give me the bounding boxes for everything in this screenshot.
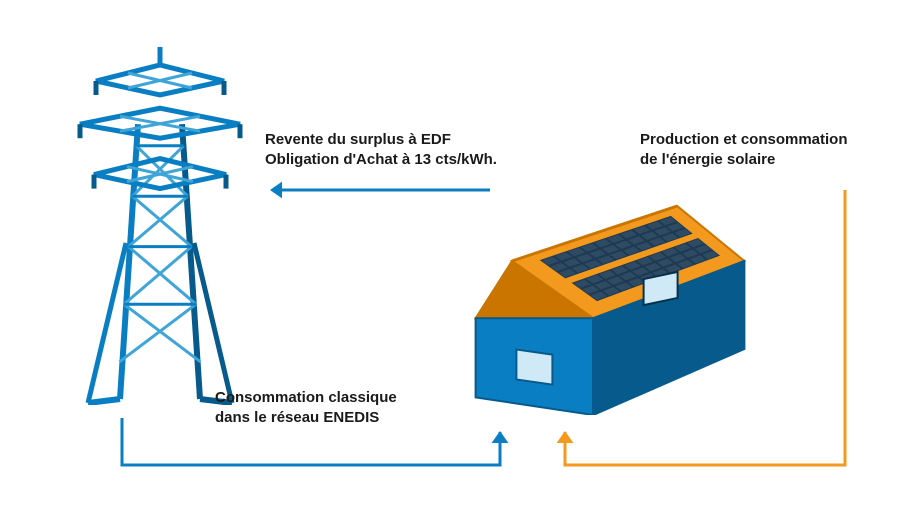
- label-production: Production et consommation de l'énergie …: [640, 130, 848, 171]
- house-icon: [470, 195, 750, 415]
- pylon-icon: [60, 45, 260, 405]
- label-resale-line2: Obligation d'Achat à 13 cts/kWh.: [265, 151, 497, 168]
- label-consumption-line2: dans le réseau ENEDIS: [215, 409, 379, 426]
- label-consumption-line1: Consommation classique: [215, 389, 397, 406]
- label-production-line2: de l'énergie solaire: [640, 151, 775, 168]
- label-resale: Revente du surplus à EDF Obligation d'Ac…: [265, 130, 497, 171]
- diagram-stage: Revente du surplus à EDF Obligation d'Ac…: [0, 0, 900, 523]
- label-production-line1: Production et consommation: [640, 131, 848, 148]
- label-consumption: Consommation classique dans le réseau EN…: [215, 388, 397, 429]
- label-resale-line1: Revente du surplus à EDF: [265, 131, 451, 148]
